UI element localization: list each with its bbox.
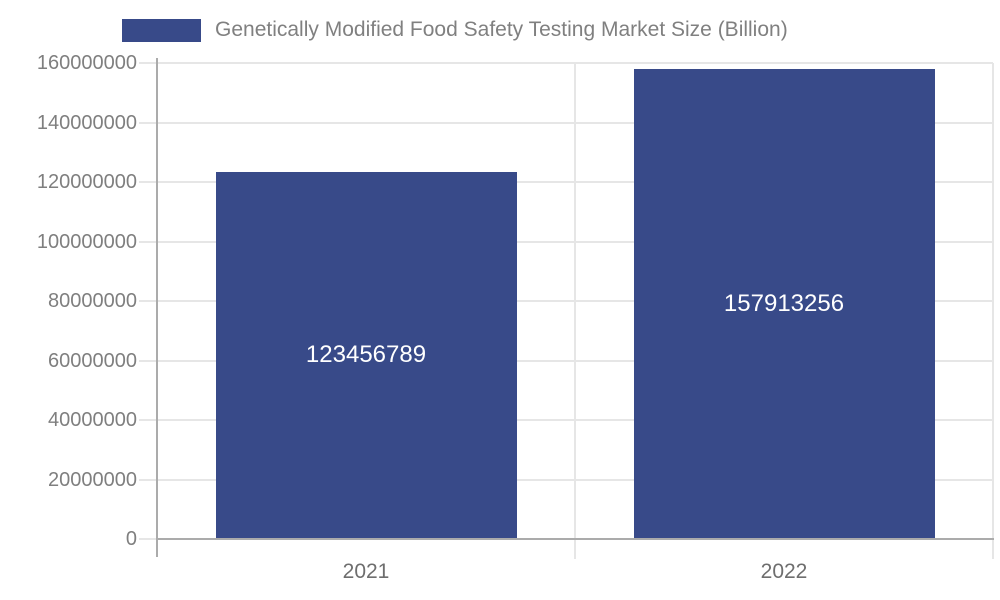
y-tick-label: 60000000 xyxy=(48,349,137,372)
legend[interactable]: Genetically Modified Food Safety Testing… xyxy=(122,14,788,46)
bar xyxy=(633,69,935,539)
y-axis-line xyxy=(156,58,158,557)
y-tick-label: 0 xyxy=(125,528,137,550)
y-tick-label: 100000000 xyxy=(36,230,137,253)
bar xyxy=(215,171,517,539)
gridline-vertical xyxy=(992,63,994,559)
legend-label: Genetically Modified Food Safety Testing… xyxy=(215,18,788,41)
x-tick-label: 2022 xyxy=(760,560,808,583)
y-tick-label: 160000000 xyxy=(36,52,137,74)
gridline-horizontal xyxy=(139,121,993,124)
y-tick-label: 40000000 xyxy=(48,409,137,431)
gridline-vertical xyxy=(574,63,576,559)
bar-value-label: 157913256 xyxy=(723,290,845,318)
gridline-horizontal xyxy=(139,181,993,183)
legend-swatch-icon xyxy=(122,18,201,42)
x-axis-line xyxy=(156,538,994,540)
gridline-horizontal xyxy=(139,359,993,362)
y-tick-label: 20000000 xyxy=(48,468,137,491)
y-tick-label: 140000000 xyxy=(36,111,137,134)
gridline-horizontal xyxy=(139,240,993,243)
y-tick-label: 120000000 xyxy=(36,171,137,193)
gridline-horizontal xyxy=(139,62,993,64)
y-axis-tick xyxy=(139,538,157,540)
gridline-horizontal xyxy=(139,300,993,302)
bar-value-label: 123456789 xyxy=(305,341,427,369)
gridline-horizontal xyxy=(139,478,993,481)
x-tick-label: 2021 xyxy=(342,560,390,583)
gridline-horizontal xyxy=(139,419,993,421)
y-tick-label: 80000000 xyxy=(48,290,137,312)
